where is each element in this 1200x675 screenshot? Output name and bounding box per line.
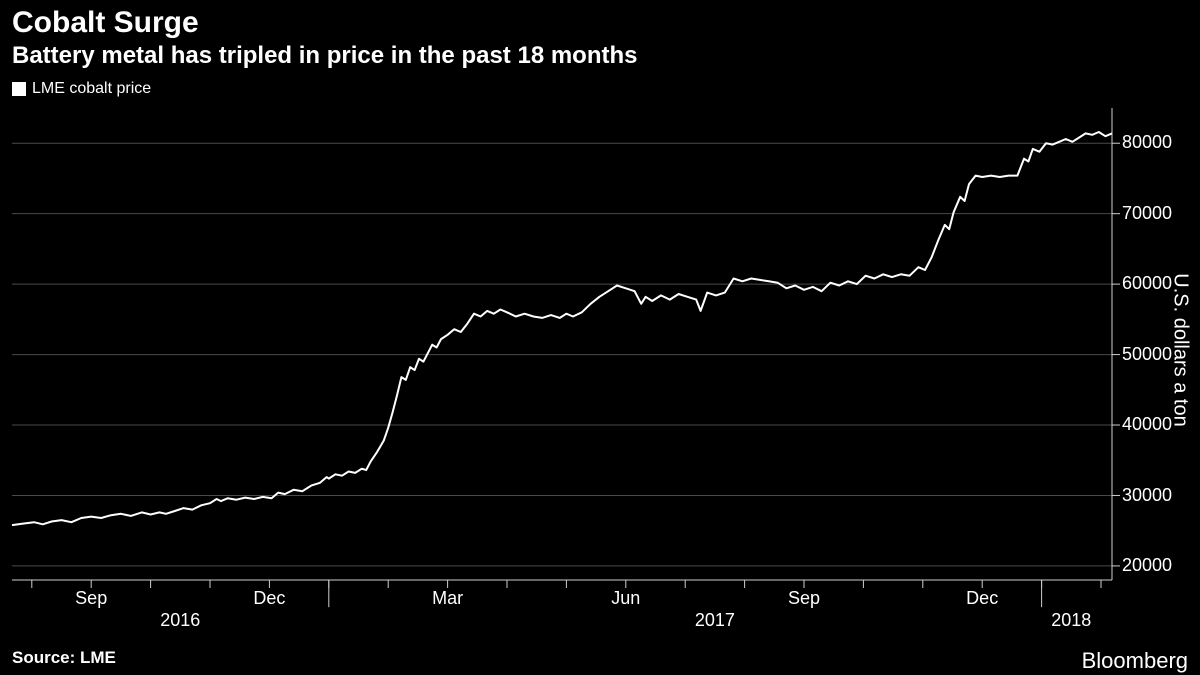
x-month-label: Jun [611, 588, 640, 609]
x-month-label: Dec [253, 588, 285, 609]
y-tick-label: 20000 [1122, 555, 1172, 576]
y-tick-label: 80000 [1122, 132, 1172, 153]
brand-attribution: Bloomberg [1082, 648, 1188, 674]
x-month-label: Dec [966, 588, 998, 609]
price-line [12, 132, 1112, 525]
plot-area [0, 0, 1200, 675]
x-year-label: 2018 [1051, 610, 1091, 631]
chart-root: Cobalt Surge Battery metal has tripled i… [0, 0, 1200, 675]
y-tick-label: 60000 [1122, 273, 1172, 294]
x-month-label: Sep [75, 588, 107, 609]
x-year-label: 2017 [695, 610, 735, 631]
x-month-label: Mar [432, 588, 463, 609]
x-year-label: 2016 [160, 610, 200, 631]
y-tick-label: 40000 [1122, 414, 1172, 435]
source-attribution: Source: LME [12, 648, 116, 668]
x-month-label: Sep [788, 588, 820, 609]
y-tick-label: 70000 [1122, 203, 1172, 224]
y-tick-label: 50000 [1122, 344, 1172, 365]
y-tick-label: 30000 [1122, 485, 1172, 506]
